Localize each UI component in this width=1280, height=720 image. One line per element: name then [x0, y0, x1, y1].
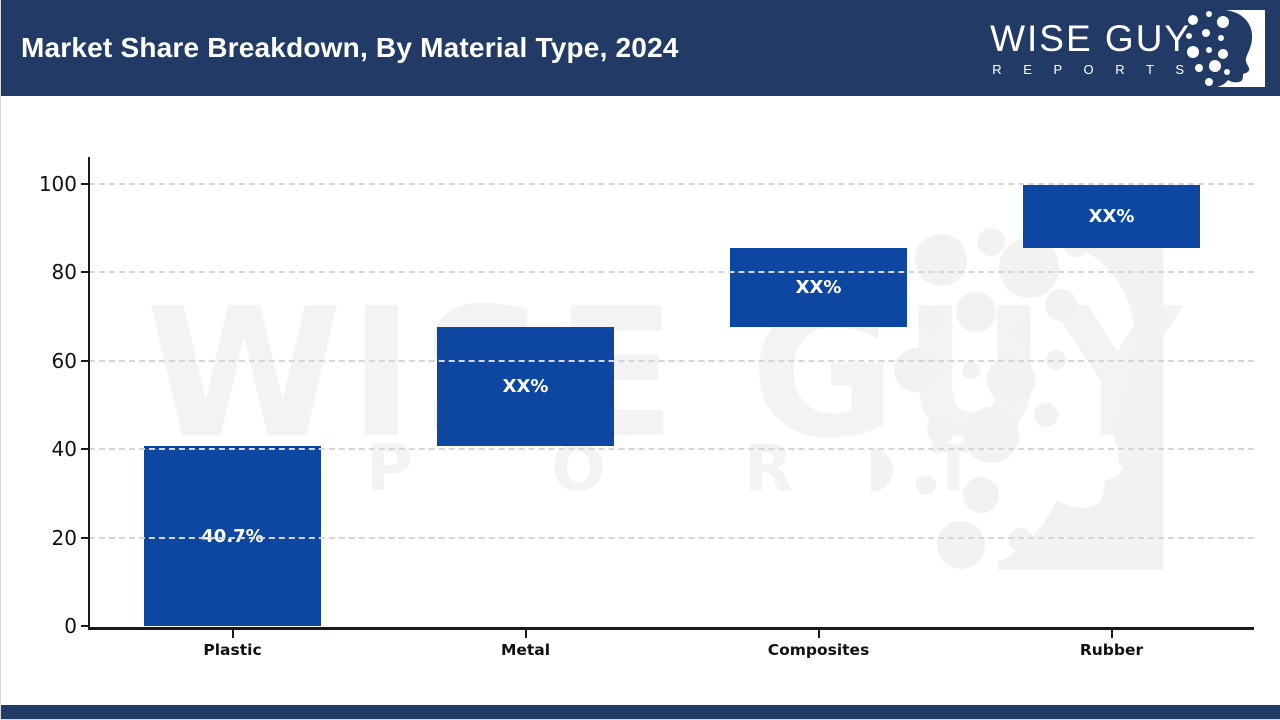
- brand-dotted-face-icon: [1186, 10, 1265, 87]
- x-tick-composites: [817, 630, 820, 638]
- x-axis-spine: [88, 627, 1254, 630]
- bar-rubber: XX%: [1023, 184, 1200, 249]
- gridline-60: [89, 359, 1254, 362]
- brand-name: WISE GUY: [990, 18, 1192, 59]
- bar-value-label-metal: XX%: [502, 375, 549, 397]
- header-bar: Market Share Breakdown, By Material Type…: [1, 0, 1280, 96]
- brand-logo-text: WISE GUY R E P O R T S: [988, 20, 1193, 76]
- gridline-100: [89, 183, 1254, 185]
- x-tick-metal: [524, 630, 527, 638]
- y-label-100: 100: [38, 172, 77, 196]
- bar-value-label-rubber: XX%: [1088, 205, 1135, 227]
- y-tick-60: [81, 359, 89, 362]
- y-label-20: 20: [51, 525, 77, 550]
- x-label-plastic: Plastic: [203, 641, 262, 659]
- bar-plastic: 40.7%: [144, 446, 321, 626]
- y-tick-40: [81, 448, 89, 451]
- bar-value-label-plastic: 40.7%: [201, 525, 264, 547]
- gridline-80: [89, 271, 1254, 274]
- y-tick-20: [81, 536, 89, 539]
- x-label-rubber: Rubber: [1079, 641, 1144, 659]
- y-tick-100: [81, 183, 89, 185]
- y-label-60: 60: [51, 348, 77, 373]
- y-label-0: 0: [64, 614, 77, 638]
- bar-composites: XX%: [730, 248, 907, 327]
- x-label-metal: Metal: [500, 641, 551, 659]
- y-label-40: 40: [51, 437, 77, 462]
- gridline-40: [89, 448, 1254, 451]
- x-tick-plastic: [231, 630, 234, 638]
- brand-subname: R E P O R T S: [992, 62, 1193, 77]
- footer-bar: [1, 705, 1280, 719]
- gridline-20: [89, 536, 1254, 539]
- y-tick-0: [81, 625, 89, 627]
- x-tick-rubber: [1110, 630, 1113, 638]
- x-label-composites: Composites: [767, 641, 870, 659]
- bar-metal: XX%: [437, 326, 614, 447]
- y-label-80: 80: [51, 260, 77, 285]
- chart-title: Market Share Breakdown, By Material Type…: [21, 32, 679, 63]
- bar-value-label-composites: XX%: [795, 276, 842, 298]
- y-axis-spine: [88, 157, 90, 630]
- brand-logo: WISE GUY R E P O R T S: [988, 6, 1280, 90]
- y-tick-80: [81, 271, 89, 274]
